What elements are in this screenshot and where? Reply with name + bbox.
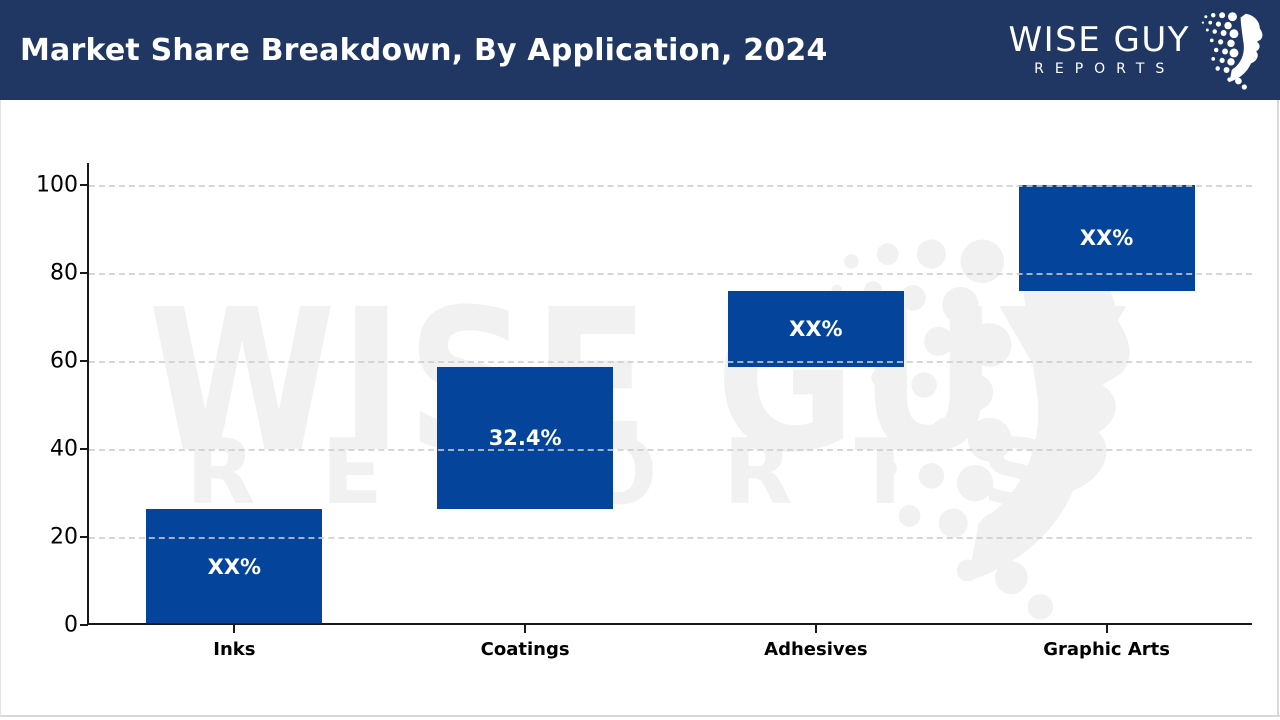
y-tick-mark-0: [80, 624, 88, 626]
gridline-y-20: [89, 537, 1252, 539]
x-tick-mark: [814, 625, 817, 633]
y-tick-mark-20: [80, 536, 88, 538]
logo-wiseguy-text: WISE GUY: [1008, 20, 1190, 61]
y-tick-mark-100: [80, 184, 88, 186]
logo: WISE GUY REPORTS: [1008, 8, 1268, 92]
x-category-label-adhesives: Adhesives: [764, 639, 868, 660]
bar-value-label: XX%: [789, 316, 843, 341]
x-axis-line: [87, 623, 1252, 625]
bar-value-label: 32.4%: [488, 426, 562, 450]
y-tick-label-0: 0: [64, 612, 78, 638]
header: Market Share Breakdown, By Application, …: [0, 0, 1280, 100]
x-category-label-inks: Inks: [213, 639, 256, 660]
y-axis-line: [87, 163, 89, 625]
x-category-label-graphic-arts: Graphic Arts: [1043, 639, 1170, 660]
logo-text: WISE GUY REPORTS: [1008, 20, 1190, 77]
y-tick-label-100: 100: [36, 172, 78, 198]
x-tick-mark: [524, 625, 527, 633]
y-tick-label-80: 80: [50, 260, 78, 286]
plot-area: XX% 32.4% XX% XX%: [89, 163, 1252, 625]
y-tick-mark-40: [80, 448, 88, 450]
y-tick-label-20: 20: [50, 524, 78, 550]
bar-coatings: [437, 366, 614, 510]
bar-value-label: XX%: [1079, 225, 1134, 250]
x-category-label-coatings: Coatings: [480, 639, 570, 660]
bar-inks: [146, 509, 323, 625]
x-tick-mark: [233, 625, 236, 633]
y-tick-label-40: 40: [50, 436, 78, 462]
y-tick-label-60: 60: [50, 348, 78, 374]
gridline-y-60: [89, 361, 1252, 363]
y-tick-mark-80: [80, 272, 88, 274]
gridline-y-40: [89, 449, 1252, 451]
logo-face-icon: [1201, 12, 1263, 90]
page-bottom-border: [0, 715, 1280, 717]
bar-value-label: XX%: [207, 555, 262, 580]
logo-reports-text: REPORTS: [1034, 60, 1176, 77]
gridline-y-100: [89, 185, 1252, 187]
y-tick-mark-60: [80, 360, 88, 362]
page-left-border: [0, 100, 1, 716]
x-tick-mark: [1105, 625, 1108, 633]
page-title: Market Share Breakdown, By Application, …: [20, 32, 828, 68]
gridline-y-80: [89, 273, 1252, 275]
page-right-border: [1277, 100, 1279, 716]
